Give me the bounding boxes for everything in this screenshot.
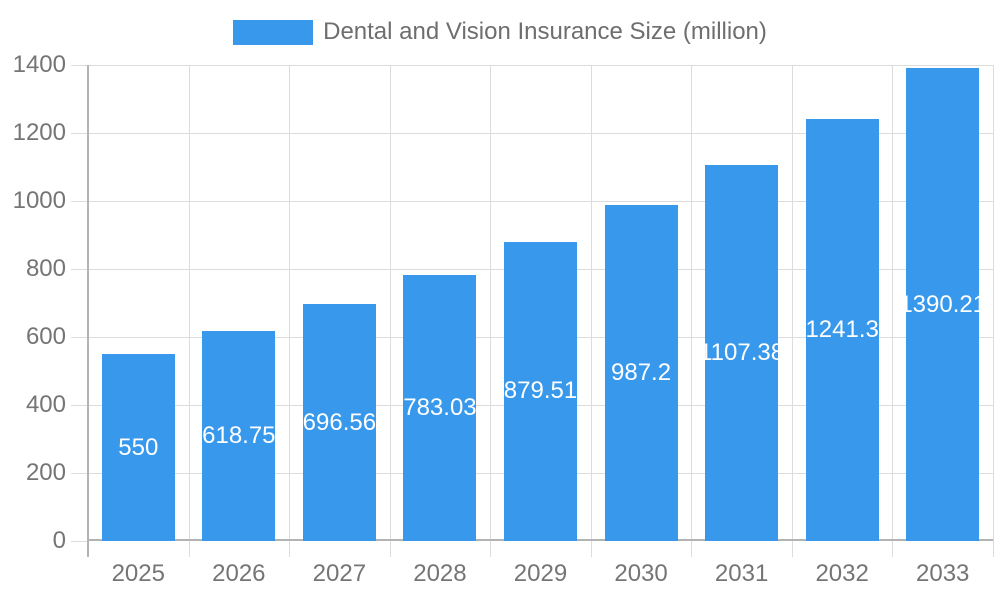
bar-2028[interactable] <box>403 274 477 541</box>
bar-2031[interactable] <box>705 164 779 541</box>
bar-2033[interactable] <box>906 68 980 541</box>
gridline-vertical <box>490 65 491 541</box>
bar-2025[interactable] <box>101 354 175 541</box>
x-axis-tick-label: 2032 <box>815 560 869 587</box>
plot-area: 0 200 400 600 800 1000 1200 1400 550 2025 618.75 20… <box>13 52 994 587</box>
y-axis-tick-label: 200 <box>25 459 66 486</box>
x-axis-tick-label: 2030 <box>614 560 668 587</box>
bar-2029[interactable] <box>504 241 577 541</box>
x-axis-tick <box>390 541 391 557</box>
y-axis-tick-label: 400 <box>25 391 66 418</box>
gridline-vertical <box>892 65 893 541</box>
gridline-vertical <box>691 65 692 541</box>
gridline-vertical <box>289 65 290 541</box>
gridline-horizontal <box>88 133 993 134</box>
gridline-vertical <box>189 65 190 541</box>
x-axis-tick <box>490 541 491 557</box>
x-axis-tick-label: 2026 <box>212 560 266 587</box>
gridline-vertical <box>993 65 994 541</box>
gridline-vertical <box>792 65 793 541</box>
x-axis-tick <box>993 541 994 557</box>
x-axis-tick-label: 2031 <box>714 560 769 587</box>
y-axis-line <box>87 65 89 557</box>
legend-swatch <box>233 19 314 45</box>
y-axis-tick <box>71 269 88 270</box>
legend-label: Dental and Vision Insurance Size (millio… <box>323 18 767 45</box>
bar-2030[interactable] <box>604 205 678 541</box>
x-axis-tick-label: 2028 <box>413 560 467 587</box>
y-axis-tick <box>71 133 88 134</box>
chart-legend[interactable]: Dental and Vision Insurance Size (millio… <box>0 19 1000 45</box>
y-axis-tick <box>71 201 88 202</box>
y-axis-tick <box>71 65 88 66</box>
x-axis-tick <box>289 541 290 557</box>
x-axis-tick <box>691 541 692 557</box>
x-axis-tick <box>189 541 190 557</box>
y-axis-tick-label: 800 <box>25 255 66 282</box>
x-axis-tick <box>792 541 793 557</box>
y-axis-tick <box>71 541 88 542</box>
y-axis-tick <box>71 337 88 338</box>
y-axis-tick-label: 1000 <box>12 187 66 214</box>
bar-2027[interactable] <box>302 304 376 541</box>
y-axis-tick <box>71 405 88 406</box>
gridline-vertical <box>390 65 391 541</box>
bar-2032[interactable] <box>805 118 879 541</box>
y-axis-tick-label: 600 <box>25 323 66 350</box>
x-axis-tick-label: 2029 <box>513 560 568 587</box>
x-axis-tick <box>892 541 893 557</box>
gridline-horizontal <box>88 201 993 202</box>
y-axis-tick-label: 1200 <box>12 119 66 146</box>
x-axis-tick-label: 2025 <box>111 560 165 587</box>
x-axis-tick-label: 2027 <box>312 560 367 587</box>
y-axis-tick-label: 0 <box>52 527 66 554</box>
x-axis-tick <box>591 541 592 557</box>
bar-2026[interactable] <box>202 330 276 541</box>
y-axis-tick <box>71 473 88 474</box>
gridline-horizontal <box>88 65 993 66</box>
gridline-vertical <box>591 65 592 541</box>
x-axis-tick-label: 2033 <box>916 560 970 587</box>
y-axis-tick-label: 1400 <box>12 51 66 78</box>
